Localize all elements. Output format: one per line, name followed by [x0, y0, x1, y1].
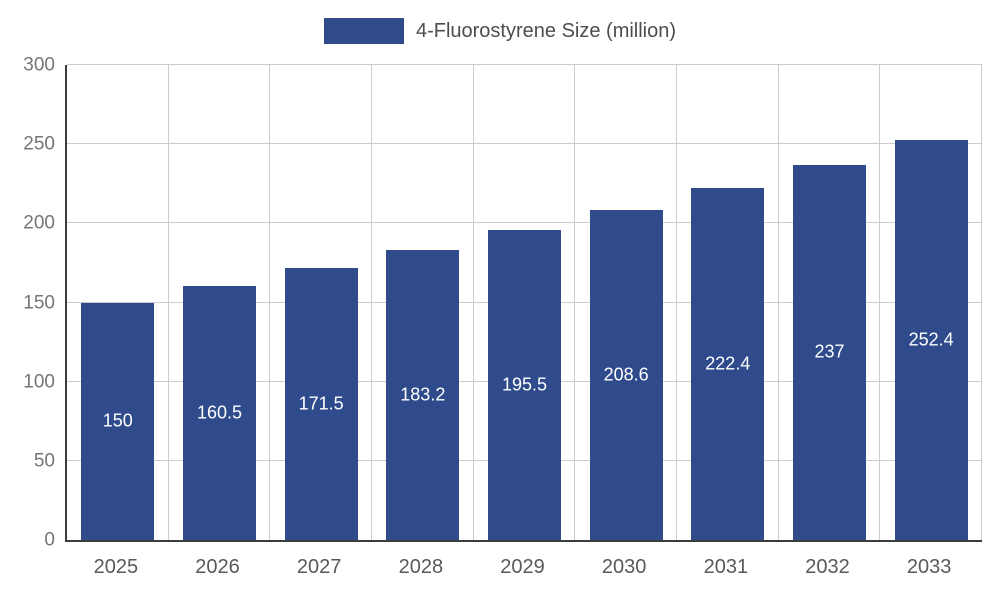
x-axis-label: 2027	[296, 556, 342, 578]
y-tick-label: 150	[23, 292, 55, 313]
x-axis-label: 2032	[805, 556, 850, 578]
vertical-gridline	[167, 65, 169, 540]
x-axis-label: 2030	[601, 556, 647, 578]
bar: 208.6	[589, 209, 663, 540]
vertical-gridline	[981, 65, 982, 540]
bar: 171.5	[284, 268, 358, 540]
bar-value-label: 171.5	[298, 393, 344, 414]
bar-value-label: 160.5	[196, 402, 242, 423]
bar-value-label: 222.4	[705, 353, 751, 374]
horizontal-gridline	[67, 143, 982, 145]
vertical-gridline	[472, 65, 474, 540]
bar: 160.5	[182, 285, 257, 540]
horizontal-gridline	[67, 64, 982, 65]
bar-value-label: 195.5	[501, 374, 547, 395]
vertical-gridline	[777, 65, 779, 540]
bar: 183.2	[386, 249, 460, 540]
legend-swatch	[323, 18, 404, 44]
vertical-gridline	[879, 65, 881, 540]
x-axis-label: 2026	[195, 556, 240, 578]
bar: 252.4	[894, 140, 968, 540]
vertical-gridline	[574, 65, 576, 540]
y-tick-label: 250	[23, 133, 55, 155]
x-axis-label: 2031	[703, 556, 749, 578]
x-axis-label: 2033	[906, 556, 952, 578]
bar-value-label: 183.2	[400, 384, 446, 405]
x-axis-label: 2028	[398, 556, 444, 578]
y-tick-label: 50	[33, 450, 55, 472]
x-axis-label: 2029	[500, 556, 545, 578]
y-tick-label: 200	[23, 212, 55, 234]
x-axis: 2025 2026 2027 2028 2029 2030 2031 2032 2033	[65, 542, 980, 587]
bar: 222.4	[691, 187, 765, 540]
y-tick-label: 300	[23, 54, 55, 76]
legend: 4-Fluorostyrene Size (million)	[0, 14, 1000, 48]
bar-value-label: 252.4	[908, 329, 954, 350]
legend-label: 4-Fluorostyrene Size (million)	[415, 19, 677, 42]
y-axis: 0 50 100 150 200 250 300	[0, 56, 55, 550]
vertical-gridline	[675, 65, 677, 540]
bar: 237	[792, 164, 867, 540]
y-tick-label: 100	[23, 371, 55, 393]
x-axis-label: 2025	[93, 556, 139, 578]
vertical-gridline	[269, 65, 271, 540]
vertical-gridline	[370, 65, 372, 540]
bar-value-label: 208.6	[603, 364, 649, 385]
bar-value-label: 237	[814, 341, 845, 362]
bar: 195.5	[487, 230, 562, 540]
bar-value-label: 150	[102, 410, 133, 431]
bar: 150	[81, 302, 155, 540]
plot-area: 150 160.5 171.5 183.2 195.5 208.6 222.4 237 252.…	[65, 64, 982, 542]
horizontal-gridline	[67, 222, 982, 224]
y-tick-label: 0	[44, 529, 55, 551]
